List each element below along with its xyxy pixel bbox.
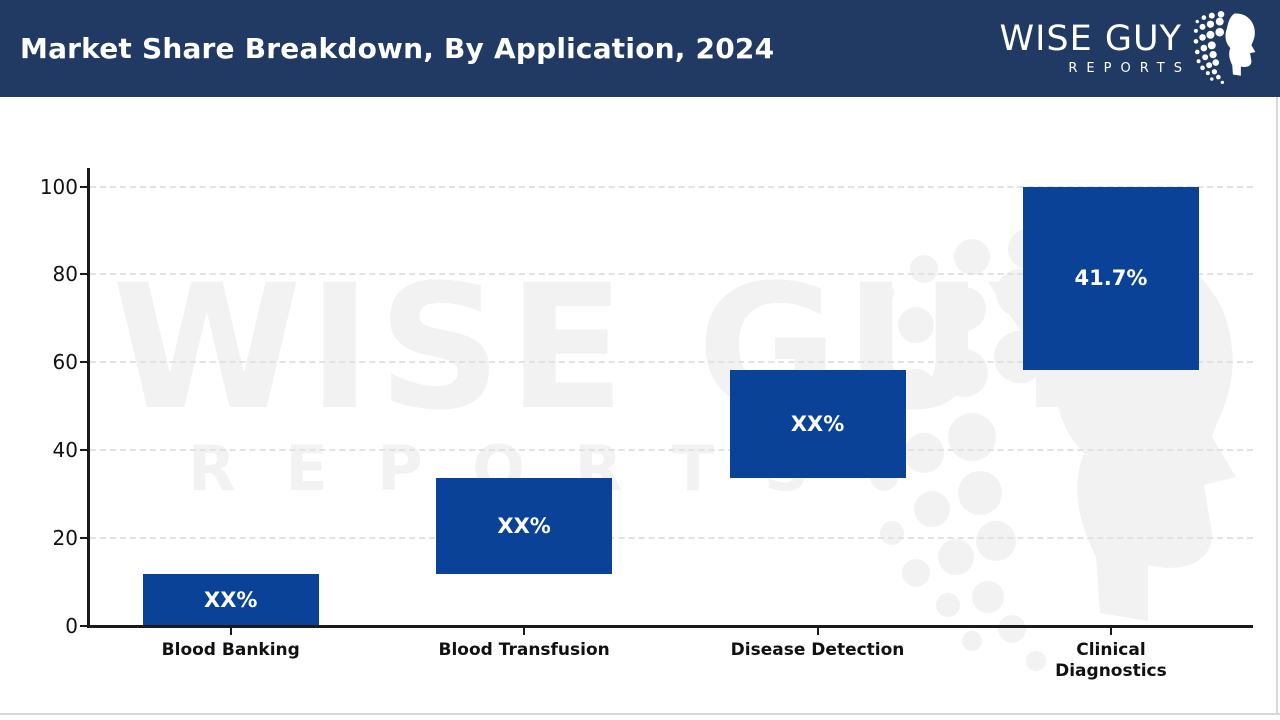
x-category-label: Clinical Diagnostics xyxy=(1055,640,1167,681)
watermark-text-wise-guy: WISE GUY xyxy=(112,247,1121,448)
bar-segment: XX% xyxy=(142,574,319,626)
bar-segment: 41.7% xyxy=(1022,186,1199,370)
x-axis-line xyxy=(87,625,1253,628)
logo-wise-guy-label: WISE GUY xyxy=(999,19,1182,59)
x-category-label: Blood Banking xyxy=(161,640,300,660)
y-axis-line xyxy=(87,168,90,627)
y-tick-label: 0 xyxy=(65,613,78,638)
y-tick-mark xyxy=(80,361,89,364)
chart-title: Market Share Breakdown, By Application, … xyxy=(20,32,775,65)
gridline-40 xyxy=(90,448,1253,451)
logo-text: WISE GUY REPORTS xyxy=(999,19,1182,76)
y-tick-label: 20 xyxy=(52,525,78,550)
x-category-label: Blood Transfusion xyxy=(438,640,610,660)
x-tick-mark xyxy=(229,627,232,635)
gridline-20 xyxy=(90,536,1253,539)
bar-value-label: XX% xyxy=(204,587,258,612)
y-tick-mark xyxy=(80,185,89,188)
wise-guy-reports-logo: WISE GUY REPORTS xyxy=(999,10,1266,87)
x-tick-mark xyxy=(816,627,819,635)
right-border-line xyxy=(1276,97,1278,713)
logo-dotted-face-icon xyxy=(1193,10,1256,84)
gridline-100 xyxy=(90,185,1253,188)
gridline-60 xyxy=(90,361,1253,364)
x-tick-mark xyxy=(523,627,526,635)
bar-value-label: XX% xyxy=(790,411,845,436)
bar-value-label: 41.7% xyxy=(1074,266,1148,291)
bar-segment: XX% xyxy=(436,477,613,575)
bar-segment: XX% xyxy=(729,369,906,478)
logo-reports-label: REPORTS xyxy=(1068,61,1191,76)
y-tick-mark xyxy=(80,536,89,539)
y-tick-label: 60 xyxy=(52,350,78,375)
y-tick-label: 80 xyxy=(52,262,78,287)
y-tick-mark xyxy=(80,624,89,627)
bar-value-label: XX% xyxy=(497,513,551,538)
bottom-border-line xyxy=(0,713,1280,715)
y-tick-mark xyxy=(80,448,89,451)
x-category-label: Disease Detection xyxy=(730,640,905,660)
gridline-80 xyxy=(90,273,1253,276)
y-tick-mark xyxy=(80,273,89,276)
y-tick-label: 40 xyxy=(52,437,78,462)
header-bar: Market Share Breakdown, By Application, … xyxy=(0,0,1280,97)
y-tick-label: 100 xyxy=(39,174,78,199)
x-tick-mark xyxy=(1109,627,1112,635)
